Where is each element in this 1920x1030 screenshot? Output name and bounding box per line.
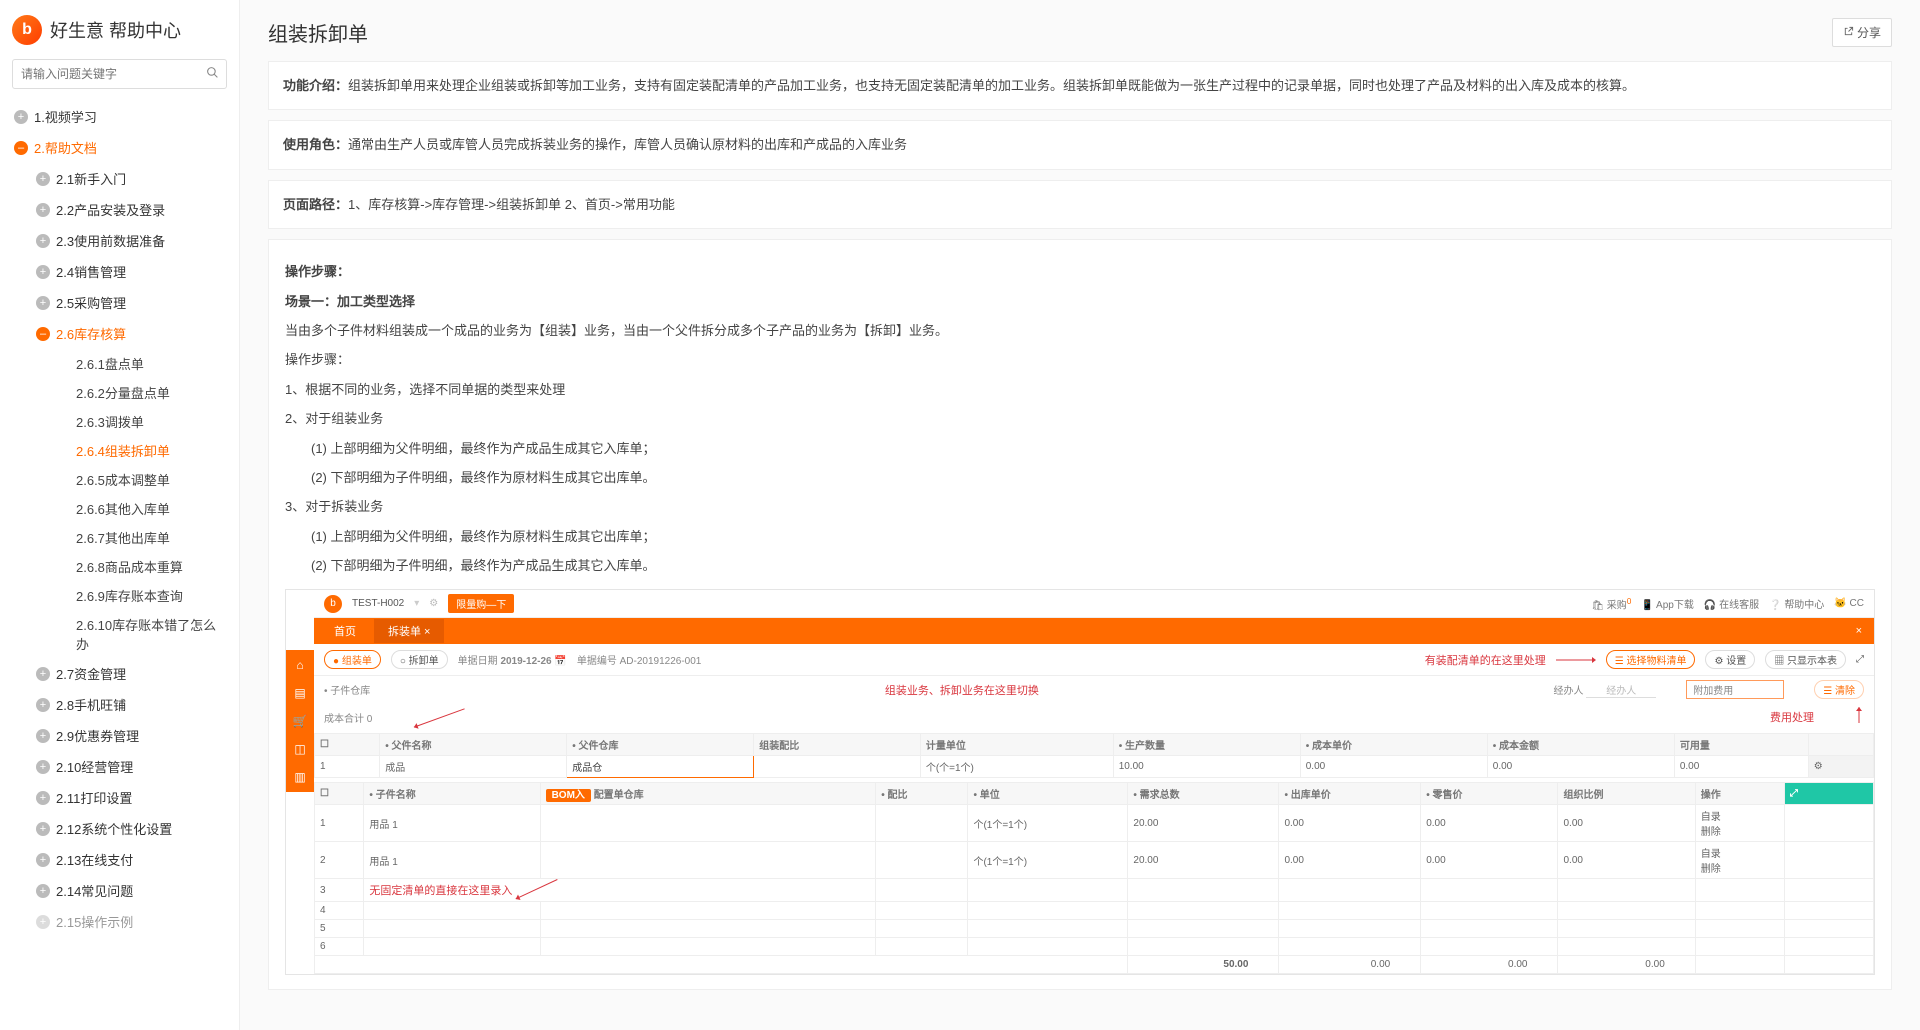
- nav-2-6-3[interactable]: 2.6.3调拨单: [56, 407, 227, 436]
- nav-2-11[interactable]: +2.11打印设置: [34, 782, 227, 813]
- table-row[interactable]: 2用品 1个(1个=1个)20.000.000.000.00自录删除: [315, 842, 1874, 879]
- shot-topbar: b TEST-H002 ▾ ⚙ 限量购—下 🛍 采购0 📱 App下载 🎧 在线…: [314, 590, 1874, 618]
- parent-table: ☐• 父件名称• 父件仓库组装配比计量单位• 生产数量• 成本单价• 成本金额可…: [314, 733, 1874, 778]
- cart-icon[interactable]: 🛒: [293, 714, 308, 728]
- steps-box: 操作步骤： 场景一：加工类型选择 当由多个子件材料组装成一个成品的业务为【组装】…: [268, 239, 1892, 990]
- shot-app[interactable]: 📱 App下载: [1641, 596, 1693, 611]
- sidebar: b 好生意 帮助中心 +1.视频学习 –2.帮助文档 +2.1新手入门 +2.2…: [0, 0, 240, 1030]
- table-row[interactable]: 1用品 1个(1个=1个)20.000.000.000.00自录删除: [315, 805, 1874, 842]
- nav-2-7[interactable]: +2.7资金管理: [34, 658, 227, 689]
- fee-input[interactable]: 附加费用: [1686, 680, 1784, 699]
- note-mode-switch: 组装业务、拆卸业务在这里切换: [885, 685, 1039, 697]
- table-footer: 50.000.000.000.00: [315, 956, 1874, 974]
- clear-button[interactable]: ☰ 清除: [1814, 680, 1864, 699]
- table-row[interactable]: 6: [315, 938, 1874, 956]
- mode-assembly[interactable]: ● 组装单: [324, 650, 381, 669]
- intro-box: 功能介绍：组装拆卸单用来处理企业组装或拆卸等加工业务，支持有固定装配清单的产品加…: [268, 61, 1892, 110]
- brand: b 好生意 帮助中心: [12, 15, 227, 45]
- table-row[interactable]: 5: [315, 920, 1874, 938]
- table-row[interactable]: 3无固定清单的直接在这里录入: [315, 879, 1874, 902]
- settings-button[interactable]: ⚙ 设置: [1705, 650, 1755, 669]
- nav-2-6[interactable]: –2.6库存核算: [34, 318, 227, 349]
- nav-2-5[interactable]: +2.5采购管理: [34, 287, 227, 318]
- nav-2-9[interactable]: +2.9优惠券管理: [34, 720, 227, 751]
- search-box: [12, 59, 227, 89]
- nav-2-14[interactable]: +2.14常见问题: [34, 875, 227, 906]
- gear-icon[interactable]: ⚙: [429, 598, 438, 609]
- mode-disassembly[interactable]: ○ 拆卸单: [391, 650, 448, 669]
- nav-2-1[interactable]: +2.1新手入门: [34, 163, 227, 194]
- note-manual-entry: 无固定清单的直接在这里录入: [369, 885, 512, 897]
- shot-cart[interactable]: 🛍 采购0: [1591, 596, 1631, 611]
- shot-help[interactable]: ❔ 帮助中心: [1769, 596, 1824, 611]
- toggle-table-button[interactable]: ▦ 只显示本表: [1765, 650, 1846, 669]
- nav-2-6-5[interactable]: 2.6.5成本调整单: [56, 465, 227, 494]
- shot-service[interactable]: 🎧 在线客服: [1704, 596, 1759, 611]
- avatar[interactable]: 🐱 CC: [1834, 598, 1864, 609]
- screenshot-mock: ⌂ ▤ 🛒 ◫ ▥ b TEST-H002 ▾ ⚙ 限量购—下: [285, 589, 1875, 975]
- nav-2-6-1[interactable]: 2.6.1盘点单: [56, 349, 227, 378]
- nav-video-learning[interactable]: +1.视频学习: [12, 101, 227, 132]
- doc-icon[interactable]: ▤: [294, 686, 305, 700]
- search-input[interactable]: [12, 59, 227, 89]
- search-icon[interactable]: [206, 66, 219, 82]
- tab-disassembly[interactable]: 拆装单 ×: [374, 619, 444, 643]
- table-row[interactable]: 1成品成品仓个(个=1个)10.000.000.000.00⚙: [315, 756, 1874, 778]
- nav-2-12[interactable]: +2.12系统个性化设置: [34, 813, 227, 844]
- nav-2-6-2[interactable]: 2.6.2分量盘点单: [56, 378, 227, 407]
- nav-2-6-10[interactable]: 2.6.10库存账本错了怎么办: [56, 610, 227, 658]
- shot-tabs: 首页 拆装单 × ×: [314, 618, 1874, 644]
- box-icon[interactable]: ◫: [294, 742, 305, 756]
- tab-close-all[interactable]: ×: [1850, 625, 1868, 637]
- share-button[interactable]: 分享: [1832, 18, 1892, 47]
- nav-2-10[interactable]: +2.10经营管理: [34, 751, 227, 782]
- nav-2-3[interactable]: +2.3使用前数据准备: [34, 225, 227, 256]
- nav-2-6-9[interactable]: 2.6.9库存账本查询: [56, 581, 227, 610]
- nav-2-4[interactable]: +2.4销售管理: [34, 256, 227, 287]
- child-table: ☐• 子件名称BOM入 配置单仓库• 配比• 单位• 需求总数• 出库单价• 零…: [314, 782, 1874, 974]
- page-title: 组装拆卸单: [268, 18, 368, 47]
- tab-home[interactable]: 首页: [320, 619, 370, 643]
- role-box: 使用角色：通常由生产人员或库管人员完成拆装业务的操作，库管人员确认原材料的出库和…: [268, 120, 1892, 169]
- bom-import-button[interactable]: BOM入: [546, 789, 591, 802]
- expand-icon[interactable]: ⤢: [1856, 654, 1864, 665]
- table-row[interactable]: 4: [315, 902, 1874, 920]
- promo-button[interactable]: 限量购—下: [448, 594, 514, 613]
- shot-side-rail: ⌂ ▤ 🛒 ◫ ▥: [286, 650, 314, 792]
- nav-2-6-4[interactable]: 2.6.4组装拆卸单: [56, 436, 227, 465]
- path-box: 页面路径：1、库存核算->库存管理->组装拆卸单 2、首页->常用功能: [268, 180, 1892, 229]
- report-icon[interactable]: ▥: [294, 770, 305, 784]
- home-icon[interactable]: ⌂: [296, 658, 303, 672]
- shot-org: TEST-H002: [352, 598, 404, 609]
- nav-help-docs[interactable]: –2.帮助文档: [12, 132, 227, 163]
- brand-title: 好生意 帮助中心: [50, 17, 181, 43]
- nav-2-6-7[interactable]: 2.6.7其他出库单: [56, 523, 227, 552]
- nav-2-8[interactable]: +2.8手机旺铺: [34, 689, 227, 720]
- note-bom-list: 有装配清单的在这里处理: [1425, 652, 1546, 668]
- brand-logo: b: [12, 15, 42, 45]
- main-content: 组装拆卸单 分享 功能介绍：组装拆卸单用来处理企业组装或拆卸等加工业务，支持有固…: [240, 0, 1920, 1030]
- nav-2-13[interactable]: +2.13在线支付: [34, 844, 227, 875]
- note-fee: 费用处理: [1770, 709, 1814, 725]
- shot-logo: b: [324, 595, 342, 613]
- nav-2-15[interactable]: +2.15操作示例: [34, 906, 227, 937]
- nav-2-6-8[interactable]: 2.6.8商品成本重算: [56, 552, 227, 581]
- nav-2-2[interactable]: +2.2产品安装及登录: [34, 194, 227, 225]
- nav-2-6-6[interactable]: 2.6.6其他入库单: [56, 494, 227, 523]
- shot-toolbar: ● 组装单 ○ 拆卸单 单据日期 2019-12-26 📅 单据编号 AD-20…: [314, 644, 1874, 676]
- select-bom-button[interactable]: ☰ 选择物料清单: [1606, 650, 1696, 669]
